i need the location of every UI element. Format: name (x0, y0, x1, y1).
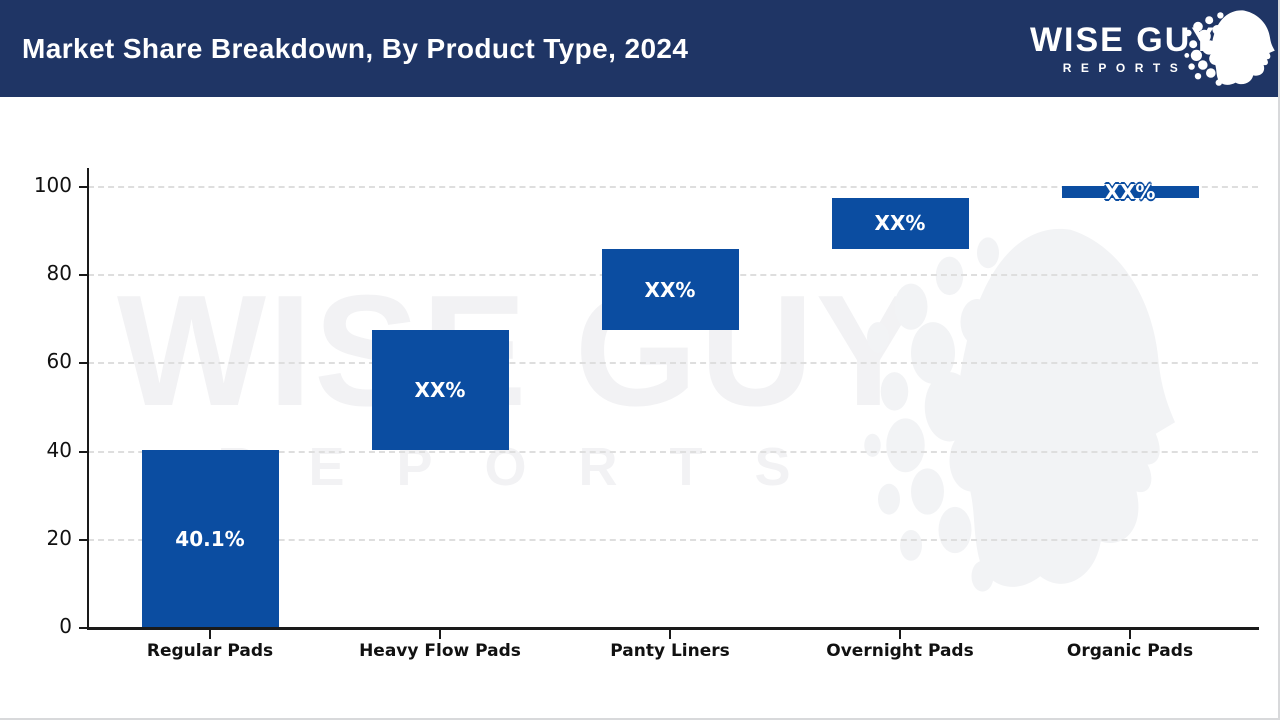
gridline (88, 450, 1258, 453)
x-axis-line (87, 627, 1259, 630)
x-category-label: Heavy Flow Pads (359, 641, 521, 661)
bar-overnight-pads: XX% (831, 197, 969, 250)
y-tick-label: 80 (46, 261, 72, 286)
page-title: Market Share Breakdown, By Product Type,… (22, 32, 689, 64)
logo-wordmark: WISE GUY (1029, 20, 1216, 59)
y-tick-label: 60 (46, 349, 72, 374)
x-tick-mark (669, 630, 671, 639)
y-tick-label: 40 (46, 437, 72, 462)
bar-panty-liners: XX% (601, 249, 739, 331)
gridline (88, 186, 1258, 188)
x-tick-mark (209, 630, 211, 639)
logo-subtitle: REPORTS (1062, 60, 1188, 75)
y-tick-mark (79, 186, 88, 188)
x-tick-mark (899, 630, 901, 639)
bar-regular-pads: 40.1% (141, 450, 279, 627)
gridline (88, 362, 1258, 365)
y-tick-mark (79, 274, 88, 277)
x-tick-mark (439, 630, 441, 639)
gridline (88, 538, 1258, 541)
y-tick-mark (79, 538, 88, 541)
x-category-label: Regular Pads (146, 641, 274, 661)
y-tick-label: 20 (46, 525, 72, 550)
x-category-label: Organic Pads (1066, 641, 1194, 661)
plot-area: 40.1% XX% XX% XX% XX% (88, 166, 1258, 629)
y-tick-mark (79, 362, 88, 365)
head-profile-icon (1184, 9, 1275, 86)
bar-heavy-flow-pads: XX% (371, 330, 509, 451)
x-category-label: Panty Liners (610, 641, 730, 661)
logo-text: WISE GUY REPORTS (1030, 23, 1216, 75)
x-category-label: Overnight Pads (826, 641, 974, 661)
y-tick-mark (79, 450, 88, 453)
bar-organic-pads: XX% (1061, 182, 1199, 202)
y-axis-line (87, 168, 89, 629)
header-band: Market Share Breakdown, By Product Type,… (0, 0, 1278, 97)
y-tick-label: 0 (59, 614, 72, 638)
wise-guy-reports-logo: WISE GUY REPORTS (1030, 7, 1278, 91)
x-tick-mark (1129, 630, 1131, 639)
y-tick-label: 100 (33, 173, 72, 197)
y-tick-mark (79, 627, 88, 629)
